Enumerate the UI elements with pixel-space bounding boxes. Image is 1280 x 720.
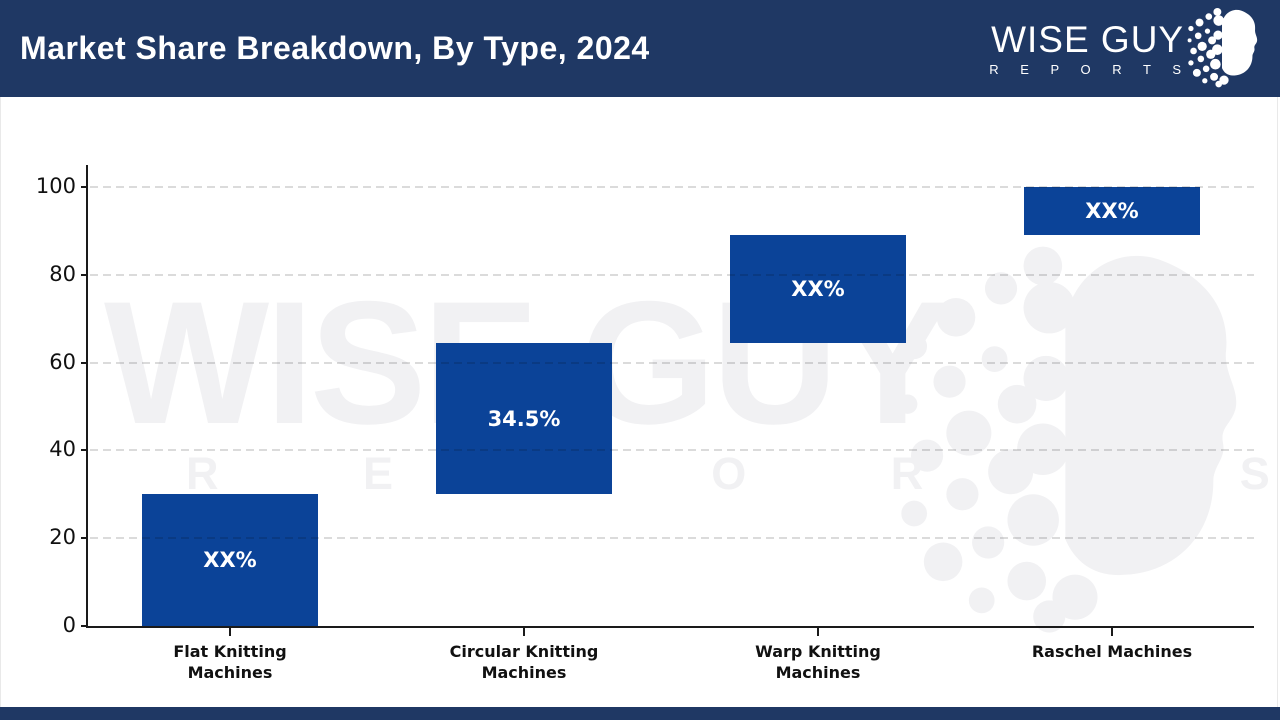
bar-value-label: XX%	[203, 548, 257, 573]
logo-brand-name: WISE GUY	[991, 18, 1185, 60]
footer-bar	[0, 707, 1280, 720]
logo-text: WISE GUY R E P O R T S	[985, 21, 1190, 77]
gridline	[90, 186, 1254, 188]
y-axis-line	[86, 165, 88, 628]
header: Market Share Breakdown, By Type, 2024 WI…	[0, 0, 1280, 97]
y-tick-label: 0	[62, 613, 76, 637]
y-tick-label: 100	[35, 174, 76, 198]
y-tick	[81, 537, 88, 540]
bar: XX%	[730, 235, 906, 343]
bar-value-label: XX%	[1085, 199, 1139, 224]
bar: XX%	[1024, 187, 1200, 236]
y-tick-label: 40	[49, 437, 76, 462]
category-label: Raschel Machines	[1031, 642, 1193, 661]
y-tick	[81, 625, 88, 627]
gridline	[90, 361, 1254, 364]
x-tick	[817, 628, 819, 636]
y-tick	[81, 361, 88, 364]
category-label: Warp Knitting Machines	[755, 642, 881, 682]
bar-value-label: XX%	[791, 277, 845, 302]
category-label: Flat Knitting Machines	[173, 642, 287, 682]
wise-guy-logo: WISE GUY R E P O R T S	[985, 0, 1272, 97]
gridline	[90, 537, 1254, 540]
bar: XX%	[142, 494, 318, 626]
watermark-head-graphic	[898, 246, 1237, 633]
bar-value-label: 34.5%	[487, 406, 561, 431]
y-tick-label: 80	[49, 261, 76, 286]
dotted-head-icon	[1187, 7, 1258, 87]
y-tick	[81, 186, 88, 188]
y-tick	[81, 449, 88, 452]
y-tick	[81, 273, 88, 276]
x-axis-line	[86, 626, 1254, 628]
logo-tagline: R E P O R T S	[989, 61, 1190, 77]
x-tick	[1111, 628, 1113, 636]
bar: 34.5%	[436, 342, 612, 495]
x-tick	[523, 628, 525, 636]
page-title: Market Share Breakdown, By Type, 2024	[20, 30, 650, 66]
y-tick-label: 20	[49, 525, 76, 550]
x-tick	[229, 628, 231, 636]
gridline	[90, 273, 1254, 276]
category-label: Circular Knitting Machines	[449, 642, 599, 682]
y-tick-label: 60	[49, 349, 76, 374]
gridline	[90, 449, 1254, 452]
